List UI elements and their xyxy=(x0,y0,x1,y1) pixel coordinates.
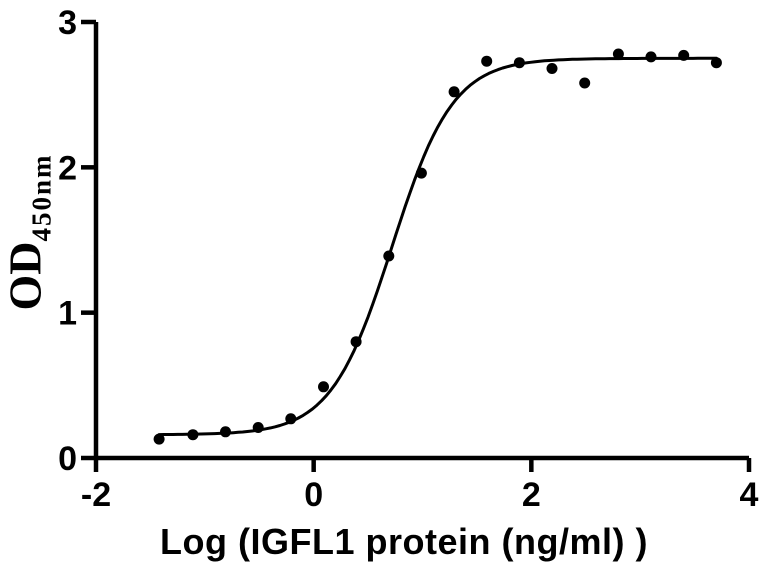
axis-spines xyxy=(93,22,749,461)
y-tick-label: 1 xyxy=(58,295,77,333)
x-tick-label: 0 xyxy=(304,476,323,514)
data-point xyxy=(645,51,657,63)
data-point xyxy=(513,57,525,69)
data-point xyxy=(481,55,493,67)
data-point xyxy=(220,426,231,438)
data-point xyxy=(252,422,264,433)
data-point xyxy=(153,433,165,445)
x-tick-label: 2 xyxy=(522,476,541,514)
y-tick-label: 3 xyxy=(58,4,77,42)
y-tick-label: 0 xyxy=(58,440,77,478)
y-axis-title-subscript: 450nm xyxy=(26,153,57,242)
data-point xyxy=(383,250,395,262)
data-point xyxy=(546,63,558,74)
data-point xyxy=(579,77,591,89)
data-point xyxy=(415,167,427,179)
data-point xyxy=(318,381,329,393)
y-axis-title: OD450nm xyxy=(0,153,58,310)
y-axis-title-main: OD xyxy=(0,241,51,311)
x-tick-label: 4 xyxy=(740,476,759,514)
data-point xyxy=(285,413,297,425)
x-tick-label: -2 xyxy=(81,476,111,514)
data-point xyxy=(448,86,460,98)
data-point xyxy=(678,49,690,61)
data-point xyxy=(187,429,199,441)
x-axis-title: Log (IGFL1 protein (ng/ml) ) xyxy=(160,521,648,562)
fit-curve xyxy=(157,56,718,437)
data-point xyxy=(612,48,624,60)
data-point xyxy=(350,336,362,348)
y-tick-label: 2 xyxy=(58,149,77,187)
data-point xyxy=(710,57,722,69)
